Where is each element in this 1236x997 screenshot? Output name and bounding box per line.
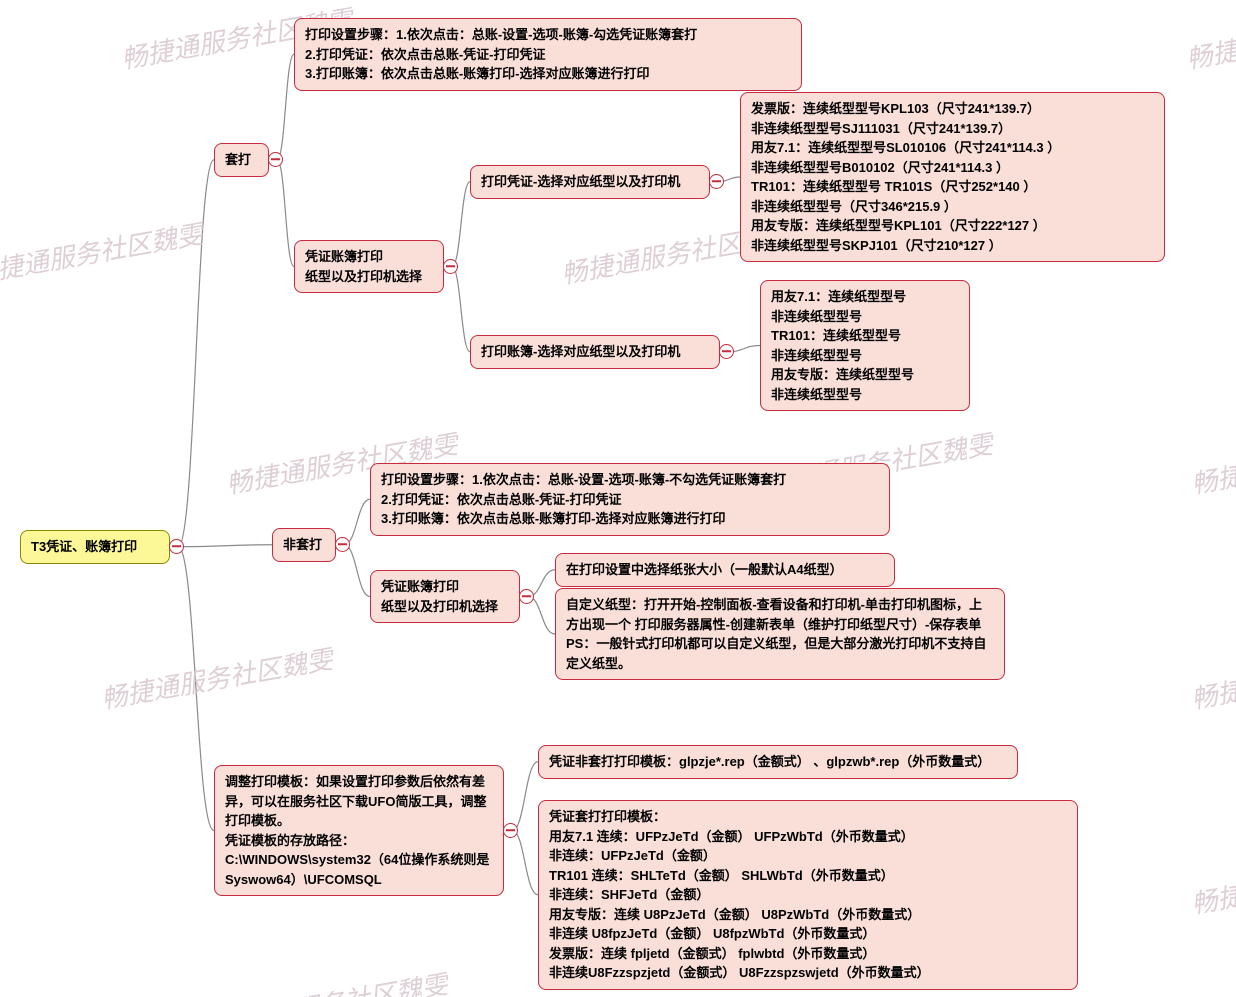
node-td-zb-detail[interactable]: 用友7.1：连续纸型型号 非连续纸型型号 TR101：连续纸型型号 非连续纸型型… (760, 280, 970, 411)
fold-toggle[interactable] (719, 344, 734, 359)
fold-toggle[interactable] (503, 823, 518, 838)
node-tpl-nontd[interactable]: 凭证非套打打印模板：glpzje*.rep（金额式） 、glpzwb*.rep（… (538, 745, 1018, 779)
node-feitaoda[interactable]: 非套打 (272, 528, 336, 562)
node-td-pz[interactable]: 打印凭证-选择对应纸型以及打印机 (470, 165, 710, 199)
node-taoda[interactable]: 套打 (214, 143, 269, 177)
node-ftd-sel[interactable]: 凭证账簿打印 纸型以及打印机选择 (370, 570, 520, 623)
node-td-sel[interactable]: 凭证账簿打印 纸型以及打印机选择 (294, 240, 444, 293)
node-template[interactable]: 调整打印模板：如果设置打印参数后依然有差异，可以在服务社区下载UFO简版工具，调… (214, 765, 504, 896)
fold-toggle[interactable] (169, 539, 184, 554)
fold-toggle[interactable] (335, 537, 350, 552)
node-ftd-steps[interactable]: 打印设置步骤：1.依次点击：总账-设置-选项-账簿-不勾选凭证账簿套打 2.打印… (370, 463, 890, 536)
node-td-pz-detail[interactable]: 发票版：连续纸型型号KPL103（尺寸241*139.7） 非连续纸型型号SJ1… (740, 92, 1165, 262)
node-td-steps[interactable]: 打印设置步骤：1.依次点击：总账-设置-选项-账簿-勾选凭证账簿套打 2.打印凭… (294, 18, 802, 91)
node-ftd-a4[interactable]: 在打印设置中选择纸张大小（一般默认A4纸型） (555, 553, 895, 587)
fold-toggle[interactable] (443, 259, 458, 274)
node-ftd-custom[interactable]: 自定义纸型：打开开始-控制面板-查看设备和打印机-单击打印机图标，上方出现一个 … (555, 588, 1005, 680)
fold-toggle[interactable] (519, 589, 534, 604)
fold-toggle[interactable] (268, 152, 283, 167)
fold-toggle[interactable] (709, 174, 724, 189)
node-td-zb[interactable]: 打印账簿-选择对应纸型以及打印机 (470, 335, 720, 369)
node-tpl-td[interactable]: 凭证套打打印模板： 用友7.1 连续：UFPzJeTd（金额） UFPzWbTd… (538, 800, 1078, 990)
root-node[interactable]: T3凭证、账簿打印 (20, 530, 170, 564)
